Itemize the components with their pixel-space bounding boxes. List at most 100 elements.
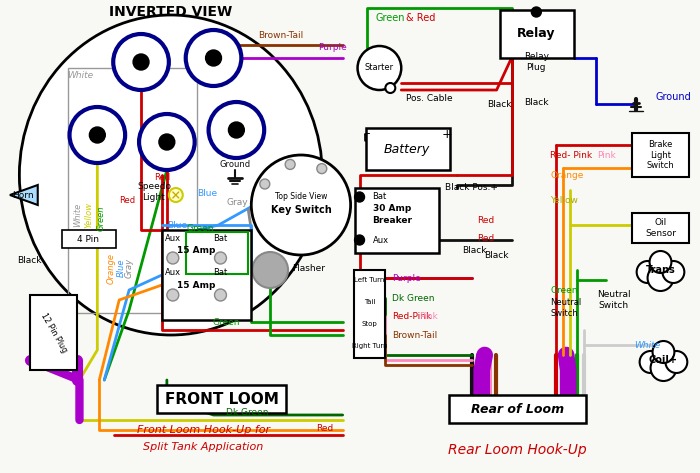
FancyBboxPatch shape xyxy=(631,213,690,243)
Text: Brown-Tail: Brown-Tail xyxy=(258,30,303,40)
Text: Aux: Aux xyxy=(372,236,389,245)
Text: White: White xyxy=(73,203,82,227)
Text: Red- Pink: Red- Pink xyxy=(550,150,592,159)
Circle shape xyxy=(650,251,671,273)
FancyBboxPatch shape xyxy=(449,395,586,423)
Text: Neutral
Switch: Neutral Switch xyxy=(597,290,631,310)
Circle shape xyxy=(358,46,401,90)
Text: Pink: Pink xyxy=(597,150,616,159)
FancyBboxPatch shape xyxy=(365,128,450,170)
Circle shape xyxy=(169,188,183,202)
Text: Red: Red xyxy=(316,423,333,432)
Text: Green: Green xyxy=(213,317,240,326)
Text: Green: Green xyxy=(375,13,405,23)
Text: Right Turn: Right Turn xyxy=(351,343,387,349)
Circle shape xyxy=(251,155,351,255)
Circle shape xyxy=(159,134,175,150)
Text: Bat: Bat xyxy=(372,192,386,201)
Text: Black: Black xyxy=(484,251,508,260)
Text: Oil
Sensor: Oil Sensor xyxy=(645,219,676,238)
Circle shape xyxy=(69,107,125,163)
Text: 15 Amp: 15 Amp xyxy=(178,280,216,289)
Text: Green: Green xyxy=(187,224,214,233)
Circle shape xyxy=(285,159,295,169)
Text: Aux: Aux xyxy=(164,234,181,243)
Text: 12 Pin Plug: 12 Pin Plug xyxy=(38,312,69,354)
Text: White: White xyxy=(67,70,94,79)
FancyBboxPatch shape xyxy=(30,295,78,370)
Text: +: + xyxy=(442,128,452,140)
Circle shape xyxy=(640,351,662,373)
Text: Left Turn: Left Turn xyxy=(354,277,385,283)
Text: Ground: Ground xyxy=(220,159,251,168)
Circle shape xyxy=(252,252,288,288)
Text: Coil+: Coil+ xyxy=(649,355,678,365)
Text: Red: Red xyxy=(477,234,494,243)
Text: & Red: & Red xyxy=(406,13,435,23)
Text: 30 Amp: 30 Amp xyxy=(373,203,412,212)
FancyBboxPatch shape xyxy=(355,188,439,253)
Text: Red: Red xyxy=(154,173,170,182)
Text: Dk Green: Dk Green xyxy=(392,294,435,303)
Text: Neutral
Switch: Neutral Switch xyxy=(550,298,582,318)
Polygon shape xyxy=(10,185,38,205)
Text: Purple: Purple xyxy=(392,273,421,282)
Text: Trans: Trans xyxy=(645,265,675,275)
Circle shape xyxy=(167,252,178,264)
Text: FRONT LOOM: FRONT LOOM xyxy=(164,392,279,406)
Circle shape xyxy=(666,351,687,373)
Text: Stop: Stop xyxy=(362,321,377,327)
Text: Red: Red xyxy=(119,195,135,204)
Text: Tail: Tail xyxy=(364,299,375,305)
Circle shape xyxy=(139,114,195,170)
Text: Green: Green xyxy=(550,286,578,295)
Text: Brown-Tail: Brown-Tail xyxy=(392,331,438,340)
FancyBboxPatch shape xyxy=(186,232,248,274)
Text: Front Loom Hook-Up for: Front Loom Hook-Up for xyxy=(137,425,270,435)
Text: Battery: Battery xyxy=(384,142,430,156)
Circle shape xyxy=(652,341,674,363)
Text: Gray: Gray xyxy=(125,258,134,278)
Text: 15 Amp: 15 Amp xyxy=(178,245,216,254)
Circle shape xyxy=(260,179,270,189)
Text: Key Switch: Key Switch xyxy=(271,205,331,215)
Circle shape xyxy=(113,34,169,90)
Text: Purple: Purple xyxy=(318,44,346,53)
Text: Rear Loom Hook-Up: Rear Loom Hook-Up xyxy=(448,443,587,457)
Text: Red: Red xyxy=(477,216,494,225)
FancyBboxPatch shape xyxy=(631,133,690,177)
Text: Orange: Orange xyxy=(550,170,584,179)
Text: Bat: Bat xyxy=(214,268,228,277)
Text: Starter: Starter xyxy=(365,63,394,72)
FancyBboxPatch shape xyxy=(162,230,251,320)
Text: Split Tank Application: Split Tank Application xyxy=(144,442,264,452)
Text: Black Pos.+: Black Pos.+ xyxy=(445,183,498,192)
Circle shape xyxy=(186,30,241,86)
Text: 4 Pin: 4 Pin xyxy=(78,235,99,244)
Circle shape xyxy=(662,261,685,283)
Text: Yellow: Yellow xyxy=(550,195,578,204)
Text: Black: Black xyxy=(463,245,487,254)
FancyBboxPatch shape xyxy=(500,10,574,58)
Text: Gray: Gray xyxy=(227,198,248,207)
Circle shape xyxy=(228,122,244,138)
Text: Relay: Relay xyxy=(517,26,556,40)
Circle shape xyxy=(637,261,659,283)
Text: Red-Pink: Red-Pink xyxy=(392,312,432,321)
Text: Dk Green: Dk Green xyxy=(227,408,269,417)
Text: Green: Green xyxy=(97,205,106,231)
Text: Aux: Aux xyxy=(164,268,181,277)
Text: Flasher: Flasher xyxy=(292,263,325,272)
Text: Pink: Pink xyxy=(419,312,438,321)
Circle shape xyxy=(386,83,396,93)
Circle shape xyxy=(214,289,227,301)
FancyBboxPatch shape xyxy=(157,385,286,413)
Text: Orange: Orange xyxy=(106,253,116,283)
Text: Black: Black xyxy=(486,99,511,108)
Text: Blue: Blue xyxy=(167,220,187,229)
Text: Relay
Plug: Relay Plug xyxy=(524,53,549,72)
Circle shape xyxy=(355,235,365,245)
Text: Blue: Blue xyxy=(117,259,126,277)
Text: Brake
Light
Switch: Brake Light Switch xyxy=(647,140,674,170)
Text: Bat: Bat xyxy=(214,234,228,243)
